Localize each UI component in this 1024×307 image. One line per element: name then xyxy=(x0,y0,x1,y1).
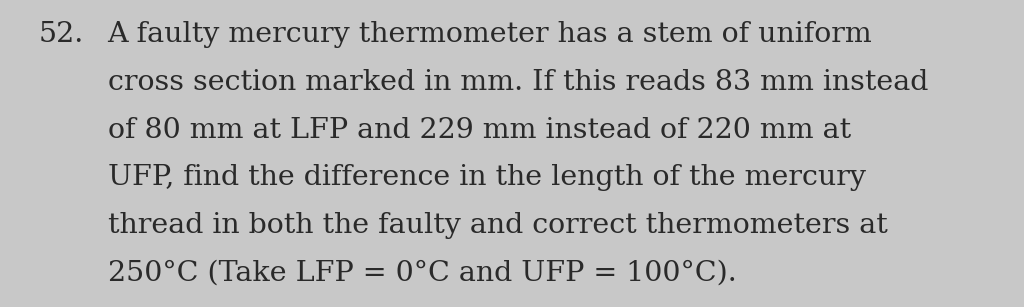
Text: 52.: 52. xyxy=(39,21,84,49)
Text: cross section marked in mm. If this reads 83 mm instead: cross section marked in mm. If this read… xyxy=(108,69,928,96)
Text: of 80 mm at LFP and 229 mm instead of 220 mm at: of 80 mm at LFP and 229 mm instead of 22… xyxy=(108,117,851,144)
Text: thread in both the faulty and correct thermometers at: thread in both the faulty and correct th… xyxy=(108,212,887,239)
Text: A faulty mercury thermometer has a stem of uniform: A faulty mercury thermometer has a stem … xyxy=(108,21,872,49)
Text: UFP, find the difference in the length of the mercury: UFP, find the difference in the length o… xyxy=(108,164,865,191)
Text: 250°C (Take LFP = 0°C and UFP = 100°C).: 250°C (Take LFP = 0°C and UFP = 100°C). xyxy=(108,259,736,286)
